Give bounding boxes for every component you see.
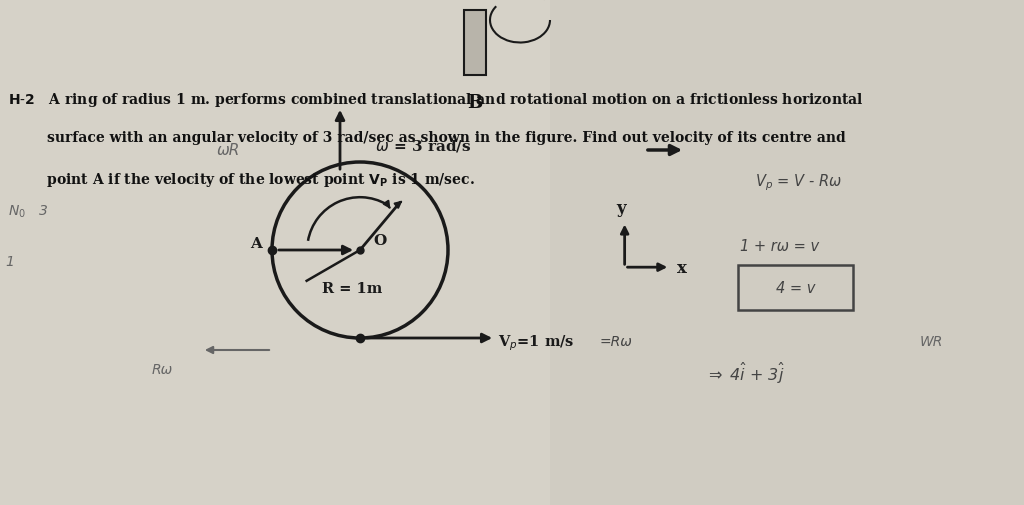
Text: $N_0$   3: $N_0$ 3	[8, 204, 48, 220]
Bar	[550, 0, 1024, 505]
Text: y: y	[616, 199, 627, 216]
Text: $\Rightarrow$ 4$\hat{i}$ + 3$\hat{j}$: $\Rightarrow$ 4$\hat{i}$ + 3$\hat{j}$	[705, 360, 785, 385]
Bar	[464, 11, 486, 76]
Text: V$_p$ = V - Rω: V$_p$ = V - Rω	[755, 172, 842, 192]
Text: ωR: ωR	[217, 143, 241, 158]
Text: Rω: Rω	[152, 362, 173, 376]
Text: =Rω: =Rω	[600, 334, 633, 348]
Text: 1 + rω = v: 1 + rω = v	[740, 238, 819, 254]
Text: 1: 1	[5, 255, 14, 269]
Text: surface with an angular velocity of 3 rad/sec as shown in the figure. Find out v: surface with an angular velocity of 3 ra…	[8, 131, 846, 145]
Text: B: B	[467, 94, 482, 112]
Text: x: x	[677, 260, 687, 277]
Bar	[738, 266, 853, 311]
Text: point A if the velocity of the lowest point $\bf{V_P}$ is 1 m/sec.: point A if the velocity of the lowest po…	[8, 171, 475, 189]
Text: 4 = v: 4 = v	[776, 280, 815, 295]
Text: V$_p$=1 m/s: V$_p$=1 m/s	[498, 332, 574, 352]
Text: $\omega$ = 3 rad/s: $\omega$ = 3 rad/s	[375, 138, 471, 154]
Text: $\bf{H\text{-}2}$   A ring of radius 1 m. performs combined translational and ro: $\bf{H\text{-}2}$ A ring of radius 1 m. …	[8, 91, 863, 109]
Text: A: A	[250, 236, 262, 250]
Text: O: O	[373, 233, 386, 247]
Text: R = 1m: R = 1m	[322, 281, 382, 295]
Text: WR: WR	[920, 334, 943, 348]
